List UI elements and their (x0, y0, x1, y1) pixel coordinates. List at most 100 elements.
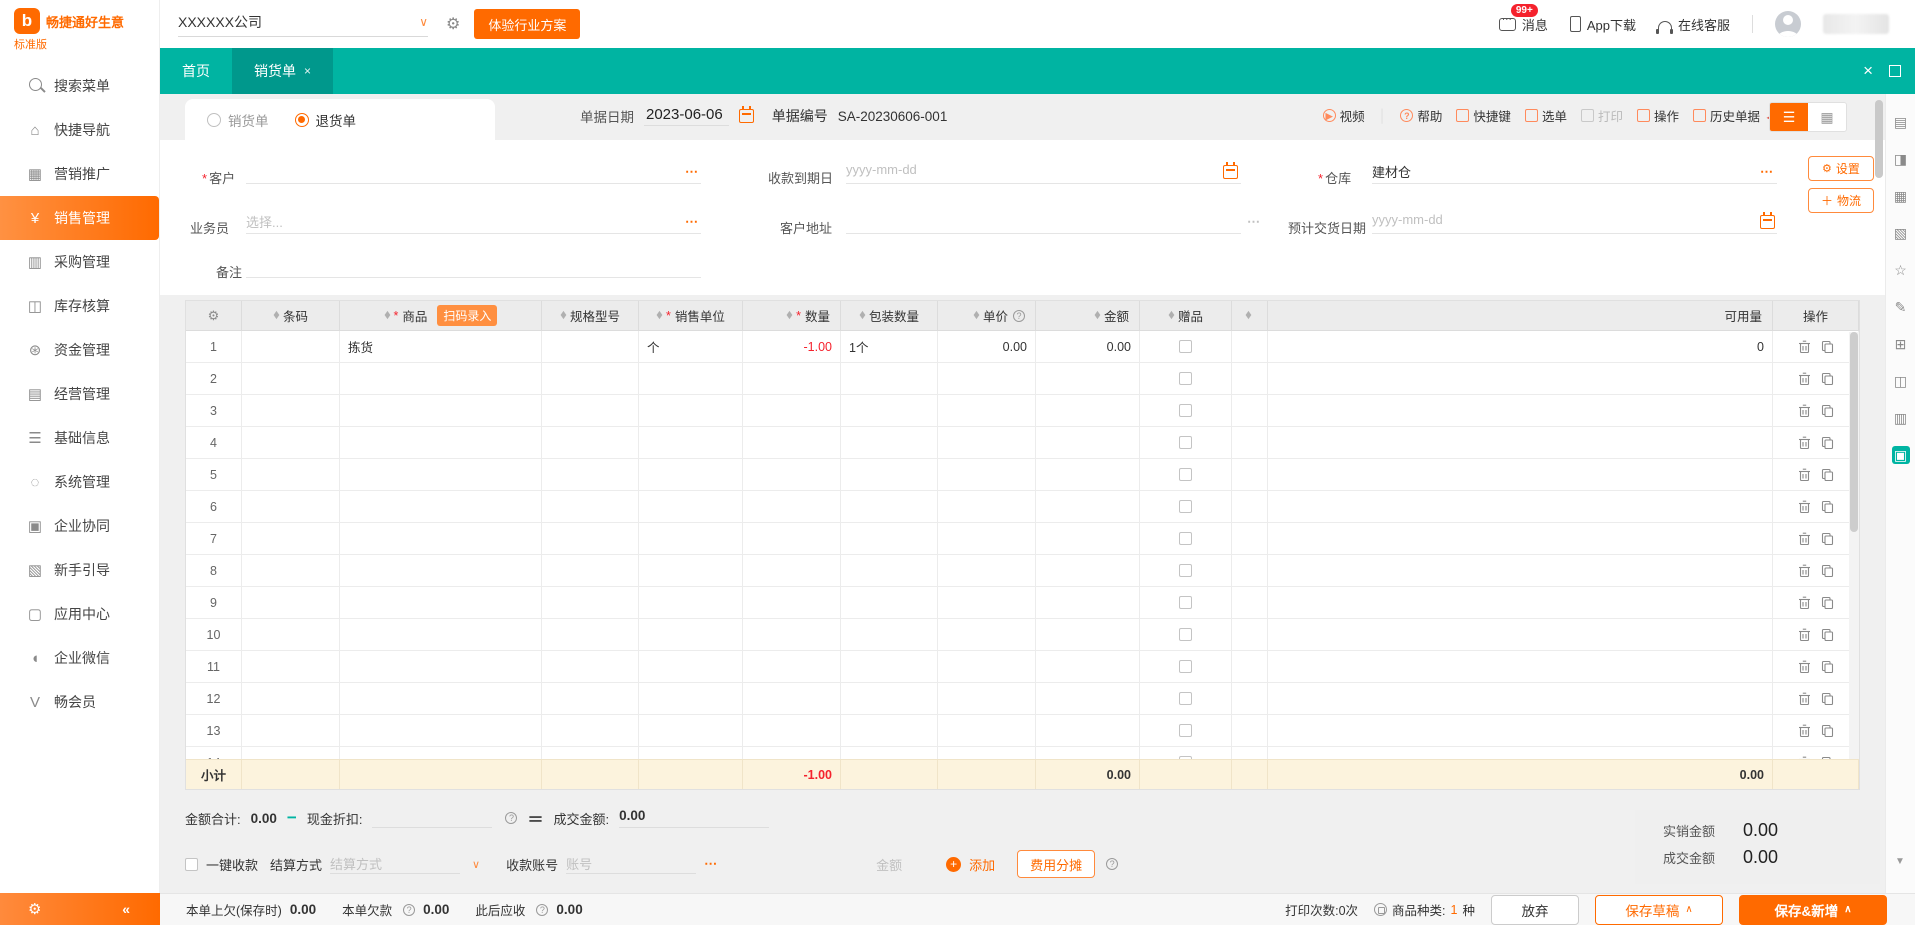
cell[interactable] (841, 715, 938, 746)
gift-checkbox[interactable] (1179, 436, 1192, 449)
help-icon[interactable]: ? (536, 903, 549, 916)
cell[interactable]: 6 (186, 491, 242, 522)
cell[interactable] (1773, 619, 1859, 650)
copy-icon[interactable] (1821, 724, 1834, 738)
cell[interactable]: 1 (186, 331, 242, 362)
cell[interactable] (1036, 459, 1140, 490)
cell[interactable] (743, 363, 841, 394)
col-header-商品[interactable]: ▲ ▼ * 商品 扫码录入 (340, 301, 542, 330)
cell[interactable] (1140, 587, 1232, 618)
gift-checkbox[interactable] (1179, 756, 1192, 759)
cell[interactable] (1268, 747, 1773, 759)
cell[interactable] (1268, 363, 1773, 394)
gift-checkbox[interactable] (1179, 404, 1192, 417)
cell[interactable] (542, 427, 639, 458)
copy-icon[interactable] (1821, 564, 1834, 578)
cell[interactable] (639, 619, 743, 650)
col-header-blank[interactable]: ▲ ▼ (1232, 301, 1268, 330)
cell[interactable] (1036, 587, 1140, 618)
remark-input[interactable] (246, 256, 701, 278)
cell[interactable] (1140, 715, 1232, 746)
cell[interactable] (938, 747, 1036, 759)
col-header-数量[interactable]: ▲ ▼ * 数量 (743, 301, 841, 330)
settings-gear-icon[interactable]: ⚙ (28, 901, 42, 918)
cell[interactable] (1232, 587, 1268, 618)
cell[interactable] (743, 683, 841, 714)
cell[interactable] (1773, 715, 1859, 746)
cell[interactable] (1268, 459, 1773, 490)
cell[interactable] (1773, 427, 1859, 458)
tool-pick[interactable]: 选单 (1524, 106, 1567, 125)
cell[interactable] (938, 459, 1036, 490)
cell[interactable] (938, 587, 1036, 618)
scan-entry-badge[interactable]: 扫码录入 (437, 305, 498, 326)
delivery-calendar-icon[interactable] (1760, 212, 1775, 229)
cell[interactable]: 12 (186, 683, 242, 714)
cell[interactable]: 0.00 (1036, 331, 1140, 362)
cell[interactable] (841, 555, 938, 586)
cell[interactable] (1140, 363, 1232, 394)
cell[interactable] (1036, 715, 1140, 746)
trash-icon[interactable] (1798, 756, 1811, 760)
cell[interactable] (1268, 427, 1773, 458)
cell[interactable] (743, 491, 841, 522)
cell[interactable]: 5 (186, 459, 242, 490)
sidebar-item-fund[interactable]: ⊛ 资金管理 (0, 328, 159, 372)
cell[interactable] (841, 651, 938, 682)
cell[interactable] (1773, 331, 1859, 362)
collapse-sidebar-icon[interactable]: « (122, 901, 130, 917)
cell[interactable] (1232, 459, 1268, 490)
calendar-icon[interactable] (738, 106, 754, 123)
cell[interactable] (1140, 331, 1232, 362)
cell[interactable] (938, 395, 1036, 426)
cell[interactable] (639, 363, 743, 394)
cell[interactable] (1773, 523, 1859, 554)
app-download-entry[interactable]: App下载 (1569, 15, 1636, 34)
cell[interactable] (1232, 715, 1268, 746)
add-icon[interactable]: + (946, 856, 962, 872)
cell[interactable] (242, 651, 340, 682)
cell[interactable]: 7 (186, 523, 242, 554)
settings-button[interactable]: ⚙ 设置 (1808, 156, 1874, 181)
company-selector[interactable]: XXXXXX公司 ∨ (178, 12, 428, 37)
cell[interactable] (1232, 747, 1268, 759)
cell[interactable] (1140, 555, 1232, 586)
radio-return-order[interactable]: 退货单 (294, 110, 356, 130)
cell[interactable] (743, 619, 841, 650)
cell[interactable] (1036, 747, 1140, 759)
col-header-规格型号[interactable]: ▲ ▼ 规格型号 (542, 301, 639, 330)
copy-icon[interactable] (1821, 628, 1834, 642)
cell[interactable] (841, 587, 938, 618)
cell[interactable] (1140, 747, 1232, 759)
trash-icon[interactable] (1798, 660, 1811, 674)
col-header-赠品[interactable]: ▲ ▼ 赠品 (1140, 301, 1232, 330)
cell[interactable] (743, 459, 841, 490)
sort-icon[interactable]: ▲ ▼ (382, 309, 392, 321)
cell[interactable] (242, 587, 340, 618)
cell[interactable] (1036, 619, 1140, 650)
copy-icon[interactable] (1821, 596, 1834, 610)
delivery-date-input[interactable]: yyyy-mm-dd (1372, 212, 1777, 234)
cell[interactable] (542, 747, 639, 759)
copy-icon[interactable] (1821, 532, 1834, 546)
warehouse-picker-icon[interactable]: ⋯ (1760, 164, 1774, 179)
cell[interactable] (542, 587, 639, 618)
address-input[interactable] (846, 212, 1241, 234)
sidebar-item-stock[interactable]: ◫ 库存核算 (0, 284, 159, 328)
cell[interactable] (1773, 459, 1859, 490)
cell[interactable] (1232, 683, 1268, 714)
salesman-picker-icon[interactable]: ⋯ (685, 214, 699, 229)
cell[interactable] (340, 715, 542, 746)
col-header-金额[interactable]: ▲ ▼ 金额 (1036, 301, 1140, 330)
rail-tool-icon-3[interactable]: ▦ (1893, 188, 1908, 204)
cell[interactable] (542, 331, 639, 362)
cell[interactable] (743, 715, 841, 746)
cell[interactable] (639, 555, 743, 586)
gift-checkbox[interactable] (1179, 340, 1192, 353)
rail-tool-icon-2[interactable]: ◨ (1893, 151, 1908, 167)
cell[interactable] (242, 747, 340, 759)
list-view-button[interactable]: ☰ (1770, 103, 1808, 131)
cell[interactable] (938, 715, 1036, 746)
cell[interactable] (542, 555, 639, 586)
avatar[interactable] (1775, 11, 1801, 37)
